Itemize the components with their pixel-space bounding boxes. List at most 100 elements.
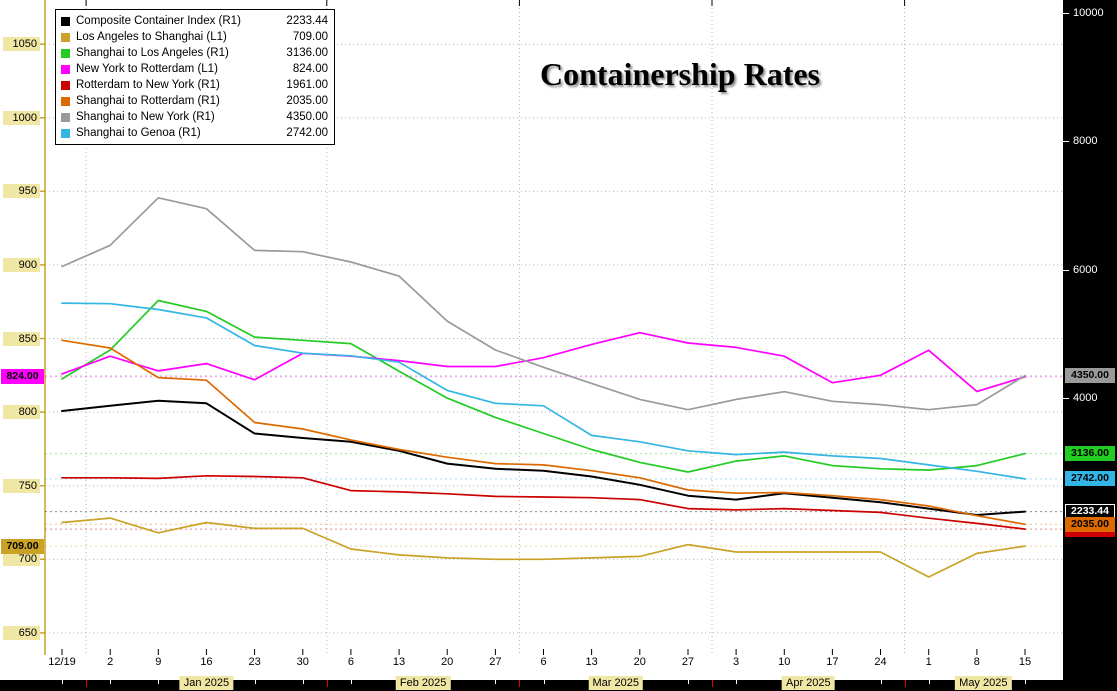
chart-title: Containership Rates <box>539 56 821 92</box>
series-line-new-york-to-rotterdam <box>61 331 1026 393</box>
bottom-axis-strip <box>0 680 1117 691</box>
legend-series-label: Rotterdam to New York (R1) <box>76 79 220 91</box>
x-axis-label: 13 <box>585 656 598 668</box>
legend-item-new-york-to-rotterdam[interactable]: New York to Rotterdam (L1) 824.00 <box>61 61 328 77</box>
bottom-strip-tick <box>158 680 159 684</box>
legend-series-value: 2035.00 <box>286 95 328 107</box>
legend-swatch-shanghai-to-los-angeles <box>61 48 70 58</box>
bottom-strip-tick <box>303 680 304 684</box>
last-value-badge-shanghai-to-rotterdam: 2035.00 <box>1065 516 1115 532</box>
legend-item-shanghai-to-rotterdam[interactable]: Shanghai to Rotterdam (R1) 2035.00 <box>61 93 328 109</box>
right-axis-tick <box>1063 270 1069 271</box>
bottom-strip-month-tick <box>327 680 328 687</box>
legend-item-shanghai-to-new-york[interactable]: Shanghai to New York (R1) 4350.00 <box>61 109 328 125</box>
legend-series-label: Los Angeles to Shanghai (L1) <box>76 31 227 43</box>
legend-series-value: 1961.00 <box>286 79 328 91</box>
bottom-strip-month-tick <box>712 680 713 687</box>
x-axis-label: 2 <box>107 656 114 668</box>
x-axis-label: 20 <box>441 656 454 668</box>
legend-swatch-rotterdam-to-new-york <box>61 80 70 90</box>
month-label: Jan 2025 <box>179 676 234 690</box>
right-axis-tick <box>1063 398 1069 399</box>
legend-item-composite-container-index[interactable]: Composite Container Index (R1) 2233.44 <box>61 13 328 29</box>
bottom-strip-tick <box>62 680 63 684</box>
last-value-badge-shanghai-to-new-york: 4350.00 <box>1065 368 1115 384</box>
bottom-strip-tick <box>495 680 496 684</box>
series-line-shanghai-to-los-angeles <box>61 299 1026 473</box>
legend-series-label: Composite Container Index (R1) <box>76 15 241 27</box>
last-value-badge-los-angeles-to-shanghai: 709.00 <box>1 538 44 554</box>
x-axis-label: 24 <box>874 656 887 668</box>
left-axis-label: 1000 <box>3 110 40 125</box>
month-label: Mar 2025 <box>588 676 643 690</box>
last-value-badge-shanghai-to-genoa: 2742.00 <box>1065 471 1115 487</box>
bottom-strip-month-tick <box>86 680 87 687</box>
legend-series-value: 709.00 <box>292 31 328 43</box>
legend-series-value: 4350.00 <box>286 111 328 123</box>
legend-swatch-shanghai-to-rotterdam <box>61 96 70 106</box>
left-axis-label: 650 <box>3 625 40 640</box>
legend-swatch-composite-container-index <box>61 16 70 26</box>
legend-swatch-new-york-to-rotterdam <box>61 64 70 74</box>
legend-series-label: Shanghai to Rotterdam (R1) <box>76 95 220 107</box>
series-line-shanghai-to-rotterdam <box>61 339 1026 526</box>
left-axis-label: 950 <box>3 184 40 199</box>
legend-item-shanghai-to-genoa[interactable]: Shanghai to Genoa (R1) 2742.00 <box>61 125 328 141</box>
x-axis-label: 6 <box>540 656 547 668</box>
series-line-shanghai-to-genoa <box>61 302 1026 480</box>
left-axis-label: 1050 <box>3 37 40 52</box>
legend-series-label: Shanghai to Los Angeles (R1) <box>76 47 229 59</box>
right-axis-strip: 400060008000100002233.443136.001961.0020… <box>1063 0 1117 691</box>
last-value-badge-new-york-to-rotterdam: 824.00 <box>1 369 44 385</box>
legend-swatch-shanghai-to-new-york <box>61 112 70 122</box>
legend-swatch-shanghai-to-genoa <box>61 128 70 138</box>
series-line-rotterdam-to-new-york <box>61 474 1026 530</box>
last-value-badge-shanghai-to-los-angeles: 3136.00 <box>1065 446 1115 462</box>
series-line-composite-container-index <box>61 399 1026 516</box>
bottom-strip-tick <box>688 680 689 684</box>
right-axis-label: 8000 <box>1073 135 1098 148</box>
legend-item-shanghai-to-los-angeles[interactable]: Shanghai to Los Angeles (R1) 3136.00 <box>61 45 328 61</box>
x-axis-label: 17 <box>826 656 839 668</box>
x-axis-label: 10 <box>778 656 791 668</box>
legend: Composite Container Index (R1) 2233.44 Los… <box>55 9 335 145</box>
month-label: Feb 2025 <box>395 676 451 690</box>
bottom-strip-tick <box>110 680 111 684</box>
right-axis-label: 10000 <box>1073 6 1104 19</box>
x-axis-label: 20 <box>633 656 646 668</box>
legend-item-rotterdam-to-new-york[interactable]: Rotterdam to New York (R1) 1961.00 <box>61 77 328 93</box>
right-axis-label: 6000 <box>1073 263 1098 276</box>
bottom-strip-tick <box>544 680 545 684</box>
left-axis-label: 850 <box>3 331 40 346</box>
legend-series-label: Shanghai to New York (R1) <box>76 111 215 123</box>
right-axis-tick <box>1063 141 1069 142</box>
month-label: May 2025 <box>955 676 1012 690</box>
legend-series-value: 3136.00 <box>286 47 328 59</box>
x-axis-label: 8 <box>973 656 980 668</box>
series-line-shanghai-to-new-york <box>61 196 1026 411</box>
bottom-strip-tick <box>929 680 930 684</box>
bottom-strip-month-tick <box>905 680 906 687</box>
x-axis-label: 27 <box>489 656 502 668</box>
x-axis-label: 12/19 <box>48 656 76 668</box>
legend-item-los-angeles-to-shanghai[interactable]: Los Angeles to Shanghai (L1) 709.00 <box>61 29 328 45</box>
x-axis-label: 1 <box>925 656 932 668</box>
x-axis-label: 6 <box>347 656 354 668</box>
bottom-strip-month-tick <box>519 680 520 687</box>
legend-series-value: 2233.44 <box>286 15 328 27</box>
x-axis-label: 9 <box>155 656 162 668</box>
bottom-strip-tick <box>1025 680 1026 684</box>
x-axis-label: 15 <box>1018 656 1032 668</box>
x-axis-label: 23 <box>248 656 261 668</box>
x-axis-label: 13 <box>392 656 406 668</box>
left-axis-label: 750 <box>3 478 40 493</box>
left-axis-label: 800 <box>3 405 40 420</box>
bottom-strip-tick <box>351 680 352 684</box>
bottom-strip-tick <box>881 680 882 684</box>
legend-series-value: 824.00 <box>292 63 328 75</box>
bottom-strip-tick <box>255 680 256 684</box>
month-label: Apr 2025 <box>781 676 835 690</box>
legend-swatch-los-angeles-to-shanghai <box>61 32 70 42</box>
